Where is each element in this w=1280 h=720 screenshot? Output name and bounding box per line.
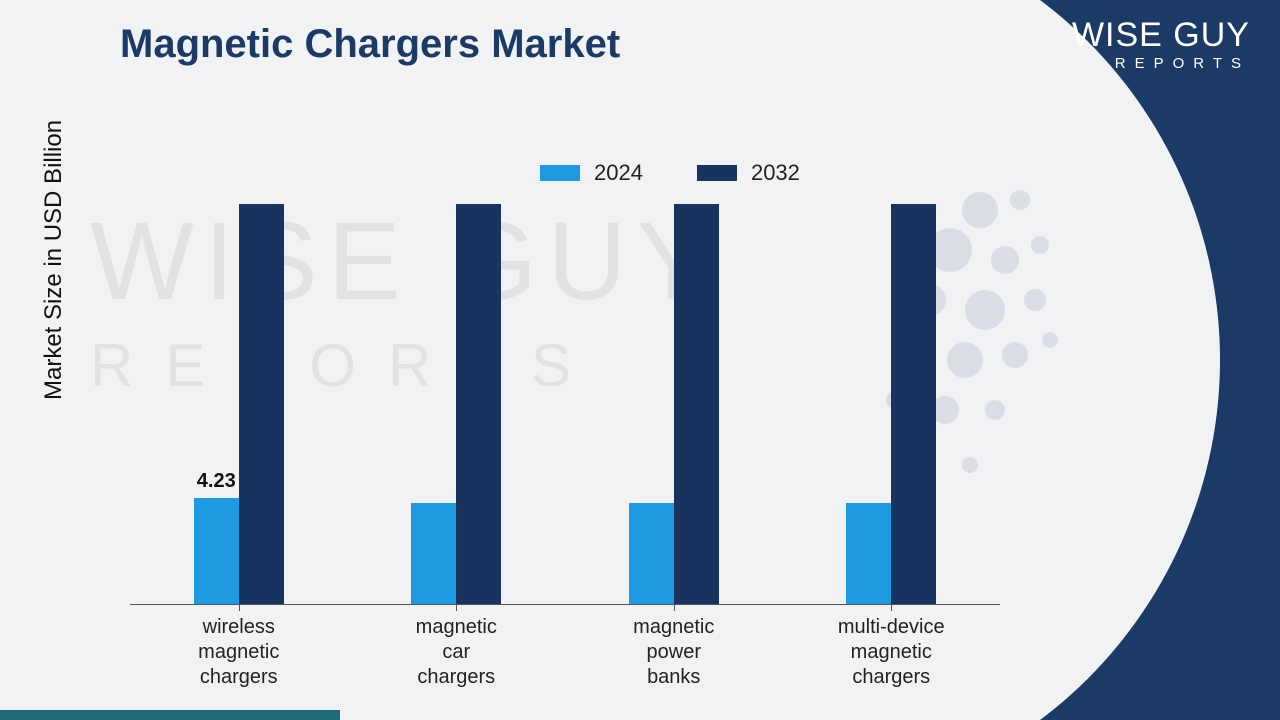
- x-axis-label: wirelessmagneticchargers: [130, 605, 348, 690]
- bar-2024: [629, 503, 674, 604]
- bar-group: [348, 205, 566, 605]
- bar-2024: [194, 498, 239, 604]
- bar-group: [783, 205, 1001, 605]
- brand-logo-word1: WISE GUY: [1072, 16, 1250, 54]
- bar-2032: [674, 204, 719, 604]
- bar-pair: [411, 204, 501, 604]
- legend-item-2032: 2032: [697, 160, 800, 186]
- legend-label-2024: 2024: [594, 160, 643, 186]
- bar-pair: [629, 204, 719, 604]
- bar-2032: [239, 204, 284, 604]
- bar-group: [565, 205, 783, 605]
- legend-swatch-2032: [697, 165, 737, 181]
- bar-group: 4.23: [130, 205, 348, 605]
- bottom-accent-bar: [0, 710, 340, 720]
- brand-logo-sub: REPORTS: [1072, 56, 1250, 71]
- y-axis-label: Market Size in USD Billion: [40, 120, 68, 400]
- x-axis-labels: wirelessmagneticchargersmagneticcarcharg…: [130, 605, 1000, 690]
- bar-2032: [456, 204, 501, 604]
- brand-logo-main: WISE GUY: [1072, 18, 1250, 52]
- bar-2024: [846, 503, 891, 604]
- page-title: Magnetic Chargers Market: [120, 22, 620, 67]
- bar-pair: [194, 204, 284, 604]
- bar-pair: [846, 204, 936, 604]
- legend: 2024 2032: [540, 160, 800, 186]
- x-axis-label: magneticcarchargers: [348, 605, 566, 690]
- bar-2032: [891, 204, 936, 604]
- report-slide: Magnetic Chargers Market WISE GUY REPORT…: [0, 0, 1280, 720]
- x-axis-label: magneticpowerbanks: [565, 605, 783, 690]
- brand-logo: WISE GUY REPORTS: [1072, 18, 1250, 71]
- bar-chart: 4.23 wirelessmagneticchargersmagneticcar…: [130, 205, 1000, 605]
- legend-item-2024: 2024: [540, 160, 643, 186]
- legend-label-2032: 2032: [751, 160, 800, 186]
- x-axis-label: multi-devicemagneticchargers: [783, 605, 1001, 690]
- bar-groups: 4.23: [130, 205, 1000, 605]
- bar-2024: [411, 503, 456, 604]
- legend-swatch-2024: [540, 165, 580, 181]
- bar-value-label: 4.23: [197, 470, 236, 493]
